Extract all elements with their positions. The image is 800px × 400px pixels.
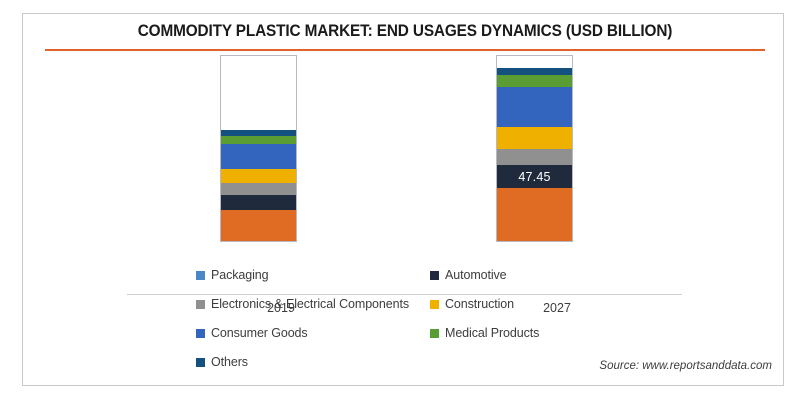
bar-stack-2019[interactable] [220, 55, 297, 242]
legend-swatch-icon [430, 299, 439, 309]
bar-segment-medical-products[interactable] [221, 136, 296, 144]
legend-swatch-icon [430, 328, 439, 338]
plot-area: 47.45 2019 2027 [22, 55, 784, 315]
bar-segment-electronics-and-electrical-components[interactable] [497, 149, 572, 165]
bar-stack-2027[interactable]: 47.45 [496, 55, 573, 242]
legend-row: Others [196, 355, 616, 384]
bar-segment-automotive[interactable] [221, 195, 296, 210]
legend-item-label: Medical Products [445, 326, 540, 340]
legend-swatch-icon [196, 299, 205, 309]
legend-item-medical-products[interactable]: Medical Products [430, 326, 539, 340]
legend-item-construction[interactable]: Construction [430, 297, 514, 311]
category-label-2019: 2019 [267, 301, 295, 315]
bar-segment-automotive[interactable]: 47.45 [497, 165, 572, 188]
title-accent-rule [45, 49, 765, 51]
category-label-2027: 2027 [543, 301, 571, 315]
legend-item-others[interactable]: Others [196, 355, 248, 369]
legend-item-label: Consumer Goods [211, 326, 308, 340]
legend-item-label: Construction [445, 297, 514, 311]
bar-segment-construction[interactable] [497, 127, 572, 149]
legend-item-automotive[interactable]: Automotive [430, 268, 507, 282]
legend-item-label: Automotive [445, 268, 507, 282]
bar-segment-packaging[interactable] [221, 210, 296, 241]
legend-item-label: Others [211, 355, 248, 369]
legend-item-packaging[interactable]: Packaging [196, 268, 269, 282]
source-note: Source: www.reportsanddata.com [599, 360, 772, 372]
chart-title: COMMODITY PLASTIC MARKET: END USAGES DYN… [137, 22, 673, 40]
bar-segment-packaging[interactable] [497, 188, 572, 241]
bar-segment-medical-products[interactable] [497, 75, 572, 87]
legend-row: Electronics & Electrical Components Const… [196, 297, 616, 326]
legend-item-label: Electronics & Electrical Components [211, 297, 409, 311]
category-axis-line [127, 294, 682, 295]
legend-row: Consumer Goods Medical Products [196, 326, 616, 355]
legend-swatch-icon [196, 270, 205, 280]
figure-frame [22, 13, 784, 386]
bar-value-label: 47.45 [518, 169, 551, 184]
legend-swatch-icon [196, 357, 205, 367]
chart-legend: Packaging Automotive Electronics & Electri… [196, 268, 616, 384]
bar-segment-consumer-goods[interactable] [221, 144, 296, 169]
legend-item-consumer-goods[interactable]: Consumer Goods [196, 326, 308, 340]
bar-segment-others[interactable] [221, 130, 296, 136]
bar-segment-construction[interactable] [221, 169, 296, 183]
legend-swatch-icon [430, 270, 439, 280]
legend-row: Packaging Automotive [196, 268, 616, 297]
bar-segment-electronics-and-electrical-components[interactable] [221, 183, 296, 195]
legend-item-label: Packaging [211, 268, 269, 282]
legend-swatch-icon [196, 328, 205, 338]
bar-segment-others[interactable] [497, 68, 572, 75]
legend-item-electronics-and-electrical-components[interactable]: Electronics & Electrical Components [196, 297, 409, 311]
bar-segment-consumer-goods[interactable] [497, 87, 572, 127]
